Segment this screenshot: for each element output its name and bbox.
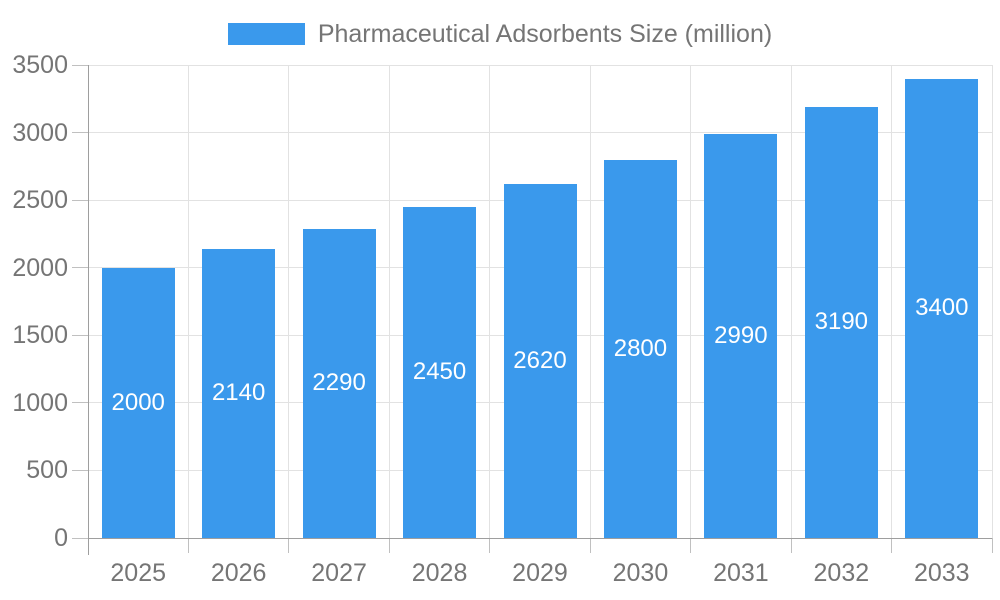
bar-2031[interactable] <box>704 133 778 538</box>
x-tick <box>790 538 792 553</box>
bar-2032[interactable] <box>804 106 878 538</box>
y-axis-label: 500 <box>26 456 68 485</box>
x-gridline <box>388 65 390 538</box>
bar-2033[interactable] <box>905 78 979 538</box>
y-tick <box>72 469 88 471</box>
bar-2029[interactable] <box>503 183 577 538</box>
x-axis-label: 2026 <box>210 559 267 587</box>
x-gridline <box>288 65 290 538</box>
x-tick <box>891 538 893 553</box>
y-axis-label: 0 <box>54 524 68 552</box>
x-axis-label: 2032 <box>813 559 870 587</box>
x-tick <box>589 538 591 553</box>
y-axis-label: 2500 <box>12 186 68 215</box>
y-tick <box>72 132 88 134</box>
y-tick <box>72 334 88 336</box>
x-tick <box>690 538 692 553</box>
x-gridline <box>690 65 692 538</box>
bar-value-label: 2450 <box>412 358 467 386</box>
bar-value-label: 2990 <box>714 321 768 349</box>
bar-value-label: 2000 <box>111 388 165 416</box>
x-tick <box>991 538 993 553</box>
bar-value-label: 3190 <box>814 308 869 336</box>
x-axis-label: 2031 <box>713 559 769 587</box>
y-axis-label: 1500 <box>12 321 68 350</box>
bar-value-label: 3400 <box>915 294 969 322</box>
y-gridline <box>88 64 992 66</box>
x-axis-label: 2028 <box>411 559 468 587</box>
y-axis-label: 3000 <box>12 118 68 147</box>
bar-2030[interactable] <box>603 159 677 538</box>
y-tick <box>72 199 88 201</box>
x-axis-label: 2025 <box>110 559 167 587</box>
y-axis-label: 3500 <box>12 51 68 79</box>
y-axis-label: 2000 <box>12 253 68 282</box>
bar-value-label: 2620 <box>513 346 567 374</box>
bar-2028[interactable] <box>403 206 477 538</box>
x-tick <box>187 538 189 553</box>
x-tick <box>288 538 290 553</box>
legend-swatch-icon <box>227 23 305 45</box>
legend-label: Pharmaceutical Adsorbents Size (million) <box>317 19 773 48</box>
x-axis-label: 2027 <box>311 559 367 587</box>
x-axis-line <box>88 537 992 539</box>
x-axis-label: 2030 <box>612 559 669 587</box>
y-gridline <box>88 132 992 134</box>
y-tick <box>72 537 88 539</box>
y-tick <box>72 64 88 66</box>
bar-value-label: 2800 <box>613 334 668 362</box>
bar-2026[interactable] <box>202 248 276 538</box>
x-tick <box>388 538 390 553</box>
bar-value-label: 2140 <box>211 379 266 407</box>
bar-2025[interactable] <box>101 267 175 538</box>
x-gridline <box>991 65 993 538</box>
x-gridline <box>589 65 591 538</box>
x-tick <box>489 538 491 553</box>
x-gridline <box>187 65 189 538</box>
x-axis-label: 2029 <box>512 559 568 587</box>
x-gridline <box>891 65 893 538</box>
y-axis-label: 1000 <box>12 388 68 417</box>
y-tick <box>72 267 88 269</box>
x-gridline <box>489 65 491 538</box>
y-axis-line <box>87 65 89 555</box>
y-tick <box>72 402 88 404</box>
bar-value-label: 2290 <box>312 369 366 397</box>
legend[interactable]: Pharmaceutical Adsorbents Size (million) <box>0 20 1000 48</box>
bar-2027[interactable] <box>302 228 376 538</box>
x-gridline <box>790 65 792 538</box>
x-axis-label: 2033 <box>913 559 970 587</box>
